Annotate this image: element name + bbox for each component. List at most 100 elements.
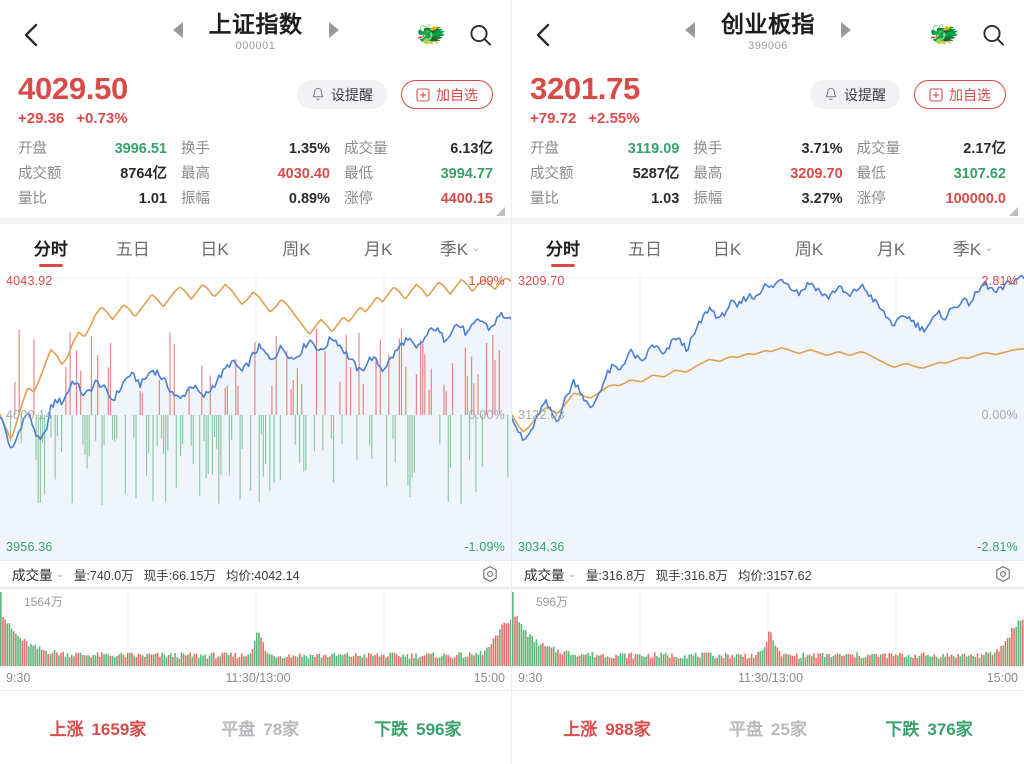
volume-bar-chart[interactable]: 1564万 — [0, 588, 511, 666]
back-chevron-left-icon[interactable] — [18, 22, 44, 48]
market-breadth-bar: 上涨 988家 平盘 25家 下跌 376家 — [512, 690, 1024, 764]
stat-item: 量比 1.03 — [530, 187, 679, 208]
tab-zhouk[interactable]: 周K — [768, 224, 850, 270]
unchanged-value: 78家 — [263, 720, 300, 739]
volume-indicator-header: 成交量 ⌄ 量:740.0万 现手:66.15万 均价:4042.14 — [0, 560, 511, 588]
stat-value: 4400.15 — [440, 191, 493, 207]
index-panel-right: 创业板指 399006 🐲 3201.75 +79.72 +2.55% — [512, 0, 1024, 764]
stats-grid: 开盘 3119.09 换手 3.71% 成交量 2.17亿 成交额 5287亿 最高 32… — [530, 137, 1006, 208]
tab-fenshi[interactable]: 分时 — [522, 224, 604, 270]
tab-yuek[interactable]: 月K — [337, 224, 419, 270]
tab-yuek[interactable]: 月K — [850, 224, 932, 270]
volume-indicator-selector[interactable]: 成交量 ⌄ — [524, 564, 576, 584]
set-alert-label: 设提醒 — [331, 86, 373, 103]
volume-max-label: 596万 — [536, 595, 569, 609]
tab-zhouk[interactable]: 周K — [255, 224, 337, 270]
advancers-label: 上涨 — [49, 720, 84, 739]
next-index-triangle-right-icon[interactable] — [841, 22, 851, 38]
prev-index-triangle-left-icon[interactable] — [172, 22, 183, 38]
dragon-mascot-icon[interactable]: 🐲 — [416, 21, 446, 48]
stat-item: 量比 1.01 — [18, 187, 167, 208]
search-icon[interactable] — [981, 23, 1006, 48]
stat-key: 量比 — [18, 191, 47, 207]
advancers-stat: 上涨 988家 — [563, 715, 650, 740]
stat-key: 换手 — [693, 141, 723, 157]
chart-low-pct-label: -1.09% — [464, 540, 505, 554]
set-alert-button[interactable]: 设提醒 — [810, 80, 900, 109]
stat-item: 涨停 4400.15 — [344, 187, 493, 208]
stat-key: 振幅 — [181, 191, 210, 207]
stat-value: 4030.40 — [277, 166, 330, 182]
stat-value: 2.17亿 — [963, 141, 1006, 157]
chart-high-pct-label: 2.81% — [981, 274, 1018, 288]
change-percent: +0.73% — [76, 110, 128, 127]
set-alert-label: 设提醒 — [844, 86, 886, 103]
card-resize-handle[interactable] — [1009, 207, 1018, 216]
last-price: 4029.50 — [18, 71, 128, 106]
stat-item: 最高 4030.40 — [181, 162, 330, 183]
index-name: 创业板指 — [721, 11, 815, 37]
unchanged-label: 平盘 — [221, 720, 256, 739]
change-absolute: +29.36 — [18, 110, 65, 127]
index-name: 上证指数 — [208, 11, 303, 37]
dragon-mascot-icon[interactable]: 🐲 — [929, 21, 959, 48]
tab-jik[interactable]: 季K ⌄ — [419, 224, 501, 270]
tab-wuri[interactable]: 五日 — [92, 224, 174, 270]
stat-item: 最低 3994.77 — [344, 162, 493, 183]
tab-label: 月K — [876, 239, 906, 259]
change-absolute: +79.72 — [530, 110, 577, 127]
stat-value: 5287亿 — [632, 166, 680, 182]
tab-rik[interactable]: 日K — [686, 224, 768, 270]
stat-key: 开盘 — [530, 141, 559, 157]
quote-actions: 设提醒 加自选 — [810, 70, 1006, 109]
advancers-stat: 上涨 1659家 — [49, 715, 146, 740]
stat-item: 涨停 100000.0 — [857, 187, 1006, 208]
tab-label: 日K — [712, 239, 742, 259]
add-to-watchlist-button[interactable]: 加自选 — [914, 80, 1006, 109]
settings-gear-icon[interactable] — [481, 565, 499, 583]
add-to-watchlist-button[interactable]: 加自选 — [401, 80, 493, 109]
prev-index-triangle-left-icon[interactable] — [685, 22, 695, 38]
decliners-stat: 下跌 376家 — [885, 715, 972, 740]
volume-average-price: 均价:4042.14 — [225, 568, 300, 583]
decliners-label: 下跌 — [374, 720, 409, 739]
volume-indicator-selector[interactable]: 成交量 ⌄ — [12, 564, 64, 584]
tab-jik[interactable]: 季K ⌄ — [932, 224, 1014, 270]
stat-value: 3119.09 — [627, 141, 680, 157]
settings-gear-icon[interactable] — [994, 565, 1012, 583]
last-price: 3201.75 — [530, 71, 640, 106]
volume-bar-chart[interactable]: 596万 — [512, 588, 1024, 666]
tab-wuri[interactable]: 五日 — [604, 224, 686, 270]
tab-fenshi[interactable]: 分时 — [10, 224, 92, 270]
back-chevron-left-icon[interactable] — [530, 22, 556, 48]
volume-total: 量:740.0万 — [73, 568, 134, 583]
decliners-label: 下跌 — [885, 720, 920, 739]
card-resize-handle[interactable] — [496, 207, 505, 216]
intraday-price-chart[interactable]: 4043.92 1.09% 4000.14 0.00% 3956.36 -1.0… — [0, 270, 511, 560]
time-tick-close: 15:00 — [473, 671, 505, 685]
index-title-block[interactable]: 创业板指 399006 — [721, 10, 815, 54]
chart-low-price-label: 3034.36 — [518, 540, 565, 554]
tab-label: 日K — [200, 239, 229, 259]
change-row: +79.72 +2.55% — [530, 110, 640, 127]
change-row: +29.36 +0.73% — [18, 110, 128, 127]
intraday-price-chart[interactable]: 3209.70 2.81% 3122.03 0.00% 3034.36 -2.8… — [512, 270, 1024, 560]
price-row: 4029.50 +29.36 +0.73% 设提醒 加自选 — [18, 70, 493, 127]
stat-key: 最低 — [344, 166, 373, 182]
unchanged-stat: 平盘 78家 — [221, 715, 299, 740]
time-axis: 9:30 11:30/13:00 15:00 — [0, 666, 511, 690]
nav-center: 上证指数 000001 — [0, 10, 511, 54]
volume-chart-svg — [0, 588, 511, 666]
chart-mid-price-label: 3122.03 — [518, 408, 565, 422]
set-alert-button[interactable]: 设提醒 — [297, 80, 387, 109]
search-icon[interactable] — [468, 23, 493, 48]
index-title-block[interactable]: 上证指数 000001 — [209, 10, 303, 54]
volume-indicator-label: 成交量 — [524, 568, 565, 583]
stat-key: 开盘 — [18, 141, 47, 157]
index-code: 000001 — [235, 40, 276, 52]
next-index-triangle-right-icon[interactable] — [328, 22, 339, 38]
stat-value: 0.89% — [288, 191, 330, 207]
chevron-down-icon: ⌄ — [567, 568, 576, 580]
tab-rik[interactable]: 日K — [174, 224, 256, 270]
stat-key: 振幅 — [693, 191, 723, 207]
